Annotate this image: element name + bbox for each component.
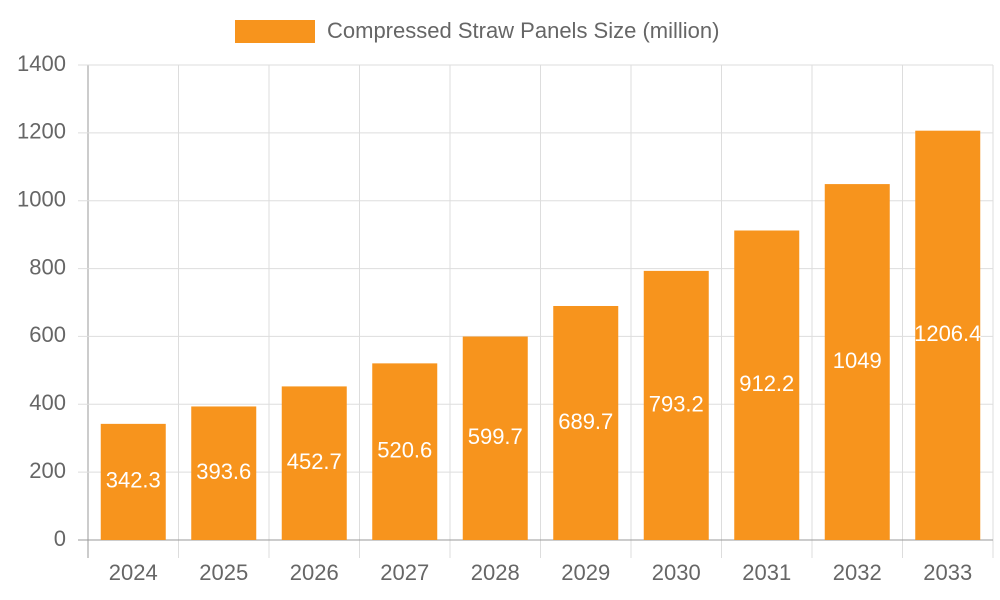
- bar: [553, 305, 619, 540]
- x-tick-label: 2028: [471, 560, 520, 585]
- data-label: 1049: [833, 348, 882, 373]
- legend-swatch: [235, 20, 315, 43]
- data-label: 912.2: [739, 371, 794, 396]
- x-tick-label: 2026: [290, 560, 339, 585]
- data-label: 520.6: [377, 437, 432, 462]
- y-tick-label: 0: [54, 526, 66, 551]
- x-tick-label: 2030: [652, 560, 701, 585]
- y-tick-label: 1000: [17, 187, 66, 212]
- x-tick-label: 2027: [380, 560, 429, 585]
- y-tick-label: 200: [29, 458, 66, 483]
- x-tick-label: 2024: [109, 560, 158, 585]
- x-tick-label: 2031: [742, 560, 791, 585]
- data-label: 342.3: [106, 468, 161, 493]
- y-tick-label: 1200: [17, 119, 66, 144]
- legend-label: Compressed Straw Panels Size (million): [327, 18, 719, 43]
- bar: [372, 363, 438, 540]
- data-label: 689.7: [558, 409, 613, 434]
- bar: [643, 270, 709, 540]
- x-tick-label: 2025: [199, 560, 248, 585]
- bar: [100, 423, 166, 540]
- data-label: 452.7: [287, 449, 342, 474]
- bar: [734, 230, 800, 540]
- y-tick-label: 800: [29, 254, 66, 279]
- y-tick-label: 400: [29, 390, 66, 415]
- bar: [915, 130, 981, 540]
- y-tick-label: 600: [29, 322, 66, 347]
- bar: [824, 184, 890, 540]
- data-label: 1206.4: [914, 321, 981, 346]
- data-label: 599.7: [468, 424, 523, 449]
- data-label: 793.2: [649, 391, 704, 416]
- x-tick-label: 2033: [923, 560, 972, 585]
- data-label: 393.6: [196, 459, 251, 484]
- x-tick-label: 2029: [561, 560, 610, 585]
- x-tick-label: 2032: [833, 560, 882, 585]
- bar: [281, 386, 347, 540]
- y-tick-label: 1400: [17, 51, 66, 76]
- bar: [191, 406, 257, 540]
- bar: [462, 336, 528, 540]
